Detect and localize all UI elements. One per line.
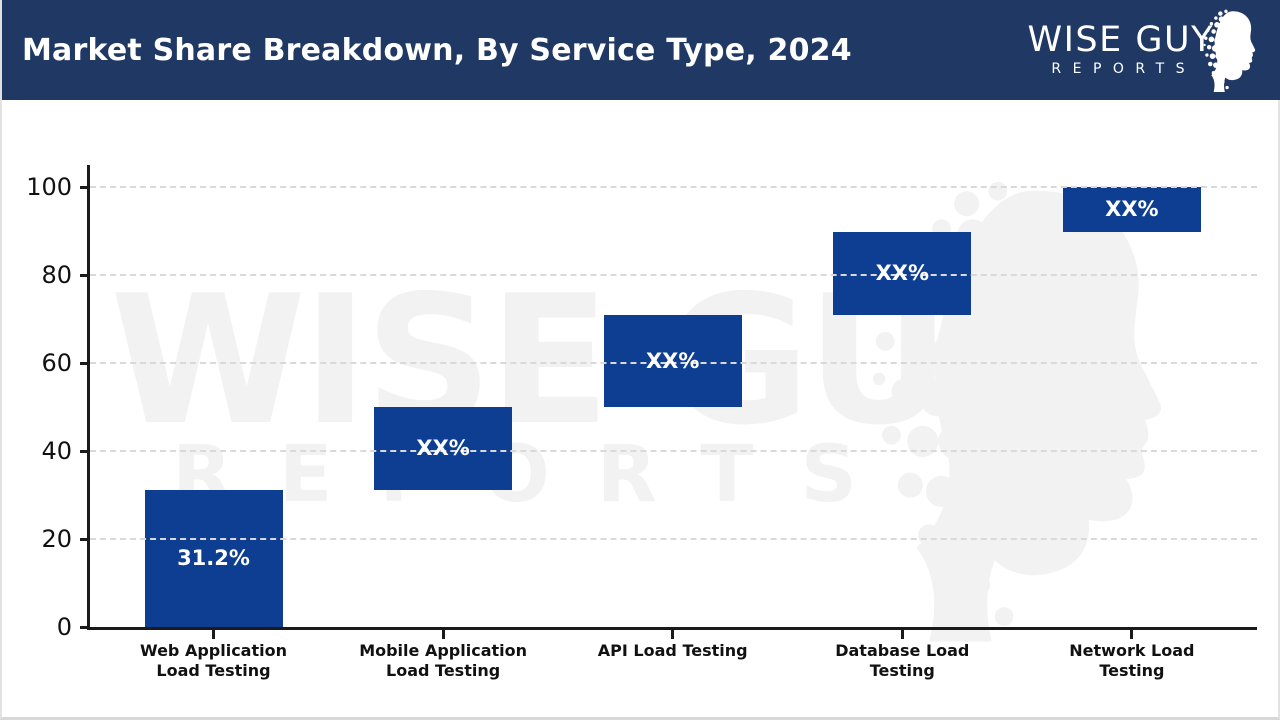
x-category-label-line: Testing (1099, 661, 1165, 680)
bar-segment (833, 231, 972, 315)
watermark-text-line2: REPORTS (172, 430, 904, 520)
y-axis-tick-label: 20 (41, 525, 72, 553)
x-category-label-line: Web Application (139, 641, 287, 660)
gridline (90, 186, 1257, 188)
bar-segment (1062, 187, 1201, 232)
x-axis-tick (1130, 630, 1134, 639)
watermark-text-line1: WISE GUY (110, 257, 1076, 464)
y-axis-tick (80, 449, 88, 453)
x-category-label-line: Testing (869, 661, 935, 680)
gridline (90, 274, 1257, 276)
x-category-label-line: API Load Testing (597, 641, 748, 660)
x-category-label: Database Load Testing (787, 641, 1017, 681)
y-axis-tick (80, 625, 88, 629)
x-axis-line (87, 627, 1257, 630)
gridline (90, 450, 1257, 452)
x-category-label: Network Load Testing (1017, 641, 1247, 681)
header-bar: Market Share Breakdown, By Service Type,… (2, 0, 1280, 100)
bar-value-label: XX% (875, 261, 930, 286)
wiseguy-logo-text: WISE GUY REPORTS (1027, 22, 1214, 78)
x-category-label: Mobile Application Load Testing (328, 641, 558, 681)
x-category-label-line: Mobile Application (359, 641, 527, 660)
x-category-label-line: Load Testing (386, 661, 501, 680)
gridline (90, 538, 1257, 540)
x-axis-tick (671, 630, 675, 639)
x-axis-tick (441, 630, 445, 639)
bar-segment (374, 407, 513, 490)
logo-sub-wordmark: REPORTS (1051, 61, 1197, 77)
y-axis-tick-label: 60 (41, 349, 72, 377)
y-axis-tick-label: 100 (26, 173, 72, 201)
wiseguy-logo: WISE GUY REPORTS (1027, 8, 1262, 92)
x-category-label-line: Network Load (1069, 641, 1195, 660)
y-axis-tick (80, 185, 88, 189)
y-axis-tick (80, 537, 88, 541)
bar-value-label: 31.2% (177, 546, 250, 571)
x-category-label-line: Load Testing (156, 661, 271, 680)
x-category-label: API Load Testing (558, 641, 788, 661)
y-axis-tick (80, 273, 88, 277)
bar-value-label: XX% (645, 348, 700, 373)
y-axis-tick-label: 80 (41, 261, 72, 289)
x-axis-tick (900, 630, 904, 639)
y-axis-tick-label: 40 (41, 437, 72, 465)
y-axis-tick-label: 0 (56, 613, 72, 641)
x-axis-tick (212, 630, 215, 639)
y-axis-tick (80, 361, 88, 365)
bar-value-label: XX% (1105, 197, 1159, 222)
logo-wordmark: WISE GUY (1027, 20, 1214, 60)
bar-segment (603, 314, 742, 407)
x-category-label-line: Database Load (835, 641, 970, 660)
gridline (90, 362, 1257, 364)
bar-segment (144, 489, 283, 627)
bar-value-label: XX% (416, 436, 470, 461)
x-category-label: Web Application Load Testing (99, 641, 329, 681)
chart-title: Market Share Breakdown, By Service Type,… (22, 32, 852, 68)
y-axis-line (87, 165, 90, 630)
